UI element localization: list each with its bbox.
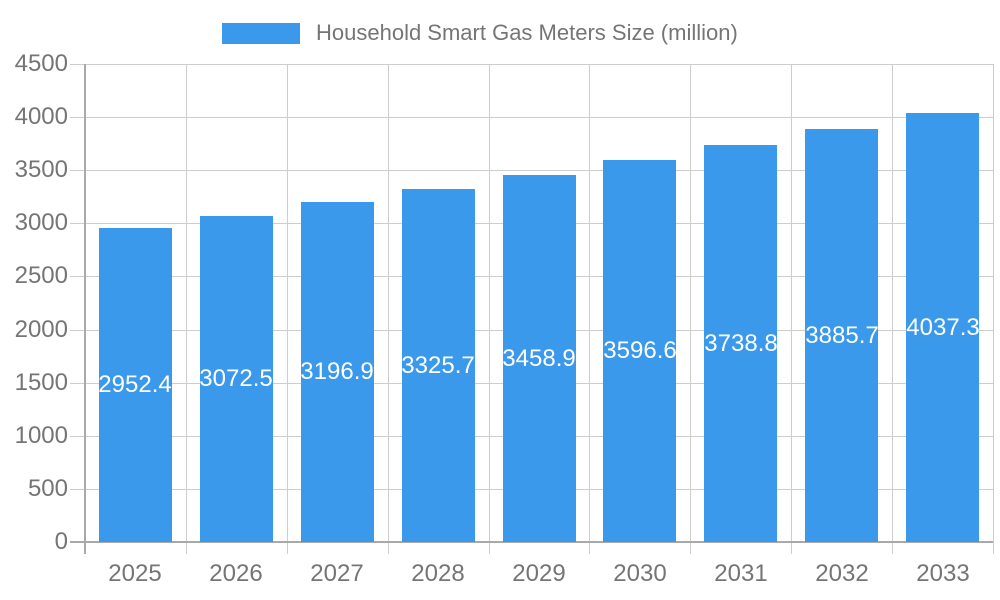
bar-value-label: 3196.9	[300, 358, 374, 385]
bar-value-label: 3458.9	[502, 345, 576, 372]
y-axis-tick-label: 3000	[14, 209, 68, 236]
bar-value-label: 2952.4	[98, 371, 172, 398]
y-axis-tick-label: 1500	[14, 369, 68, 396]
bar[interactable]	[402, 189, 475, 542]
x-axis-tick-label: 2025	[108, 560, 162, 587]
y-gridline	[70, 117, 993, 118]
x-axis-tick-label: 2028	[411, 560, 465, 587]
category-gridline	[791, 64, 792, 554]
legend-swatch	[222, 22, 300, 44]
y-axis-line	[84, 64, 86, 554]
category-gridline	[489, 64, 490, 554]
legend-label: Household Smart Gas Meters Size (million…	[316, 20, 738, 45]
category-gridline	[287, 64, 288, 554]
x-axis-tick-label: 2031	[714, 560, 768, 587]
x-axis-tick-label: 2030	[613, 560, 667, 587]
y-axis-tick-label: 1000	[14, 422, 68, 449]
y-axis-tick-label: 4000	[14, 103, 68, 130]
bar[interactable]	[503, 175, 576, 542]
x-axis-tick-label: 2027	[310, 560, 364, 587]
x-axis-tick-label: 2033	[916, 560, 970, 587]
x-axis-tick-label: 2029	[512, 560, 566, 587]
bar-value-label: 4037.3	[906, 314, 980, 341]
bar[interactable]	[99, 228, 172, 542]
y-gridline	[70, 64, 993, 65]
bar[interactable]	[301, 202, 374, 542]
bar-value-label: 3738.8	[704, 330, 778, 357]
category-gridline	[186, 64, 187, 554]
bar-value-label: 3596.6	[603, 337, 677, 364]
bar[interactable]	[200, 216, 273, 542]
bar[interactable]	[603, 160, 676, 542]
category-gridline	[993, 64, 994, 554]
x-axis-tick-label: 2032	[815, 560, 869, 587]
y-axis-tick-label: 0	[54, 528, 68, 555]
bar[interactable]	[906, 113, 979, 542]
x-axis-line	[70, 541, 993, 543]
legend[interactable]: Household Smart Gas Meters Size (million…	[222, 20, 738, 46]
y-axis-tick-label: 3500	[14, 156, 68, 183]
y-axis-tick-label: 2000	[14, 316, 68, 343]
bar-value-label: 3325.7	[401, 352, 475, 379]
category-gridline	[388, 64, 389, 554]
y-gridline	[70, 170, 993, 171]
x-axis-tick-label: 2026	[209, 560, 263, 587]
category-gridline	[690, 64, 691, 554]
category-gridline	[589, 64, 590, 554]
y-axis-tick-label: 2500	[14, 262, 68, 289]
y-axis-tick-label: 4500	[14, 50, 68, 77]
category-gridline	[892, 64, 893, 554]
bar[interactable]	[805, 129, 878, 542]
bar[interactable]	[704, 145, 777, 542]
bar-value-label: 3072.5	[199, 365, 273, 392]
y-axis-tick-label: 500	[27, 475, 68, 502]
bar-value-label: 3885.7	[805, 322, 879, 349]
